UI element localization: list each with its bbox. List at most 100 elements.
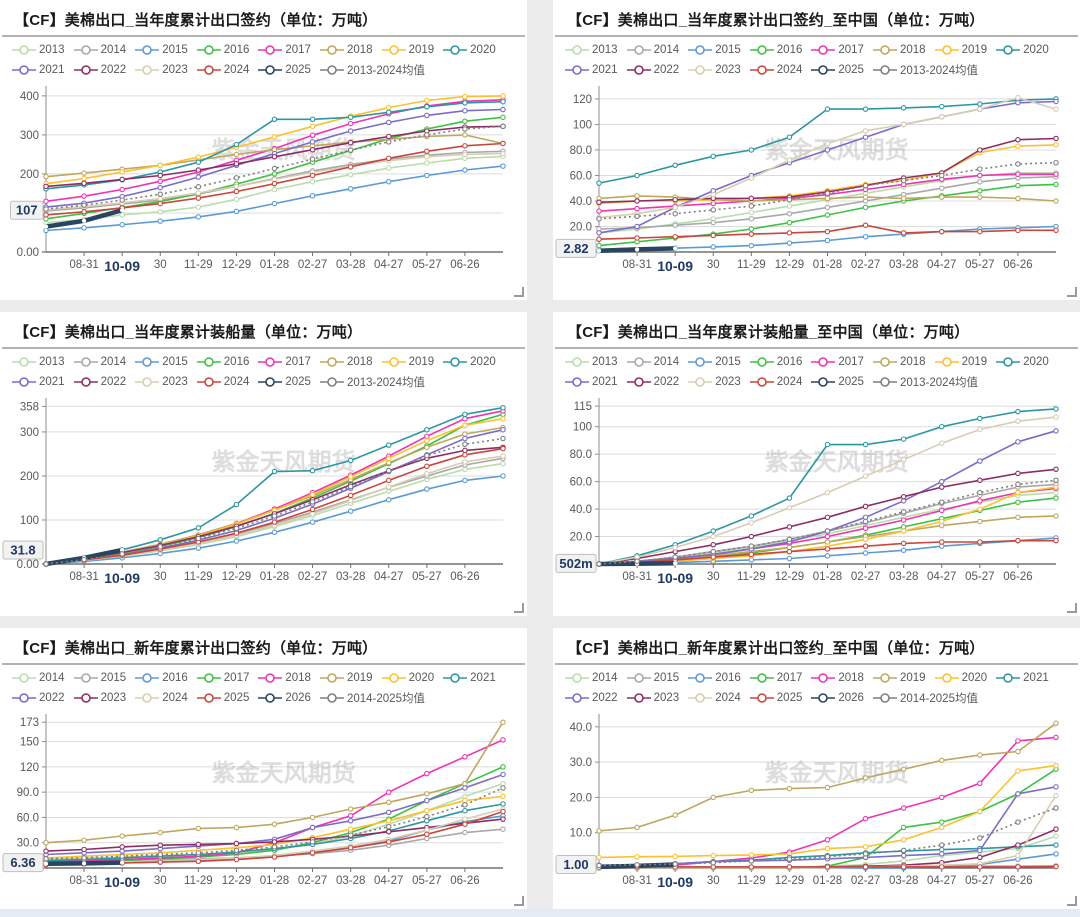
chart-plot[interactable]: 0.0030.060.090.012015017308-3110-093011-… <box>0 708 519 896</box>
legend-item-2015[interactable]: 2015 <box>135 353 188 370</box>
legend-item-2025[interactable]: 2025 <box>196 689 249 706</box>
legend-item-2019[interactable]: 2019 <box>934 41 987 58</box>
legend-item-2016[interactable]: 2016 <box>135 669 188 686</box>
legend-item-2019[interactable]: 2019 <box>872 669 926 686</box>
legend-item-2019[interactable]: 2019 <box>381 41 434 58</box>
legend-item-2023[interactable]: 2023 <box>135 61 188 78</box>
legend-item-2016[interactable]: 2016 <box>196 353 249 370</box>
chart-plot[interactable]: 0.00 200 300 400 08-31 10-09 30 11-29 12-29 01-28… <box>0 80 519 280</box>
chart-plot[interactable]: 10.0 20.0 30.0 40.0 08-31 10-09 30 11-29 12-29 01… <box>553 708 1072 896</box>
legend-item-2020[interactable]: 2020 <box>381 669 434 686</box>
legend-item-2015[interactable]: 2015 <box>135 41 188 58</box>
legend-item-2018[interactable]: 2018 <box>319 41 373 58</box>
legend-item-2025[interactable]: 2025 <box>749 689 802 706</box>
legend-item-2020[interactable]: 2020 <box>996 41 1049 58</box>
legend-item-2013-2024均值[interactable]: 2013-2024均值 <box>872 373 978 390</box>
legend-item-2024[interactable]: 2024 <box>135 689 188 706</box>
legend-item-2014-2025均值[interactable]: 2014-2025均值 <box>872 689 978 706</box>
legend-item-2017[interactable]: 2017 <box>811 353 864 370</box>
legend-item-2014[interactable]: 2014 <box>73 353 126 370</box>
legend-item-2013[interactable]: 2013 <box>12 41 65 58</box>
legend-item-2022[interactable]: 2022 <box>73 61 126 78</box>
legend-item-2017[interactable]: 2017 <box>749 669 802 686</box>
legend-item-2016[interactable]: 2016 <box>749 41 802 58</box>
legend-item-2022[interactable]: 2022 <box>626 61 679 78</box>
legend-item-2017[interactable]: 2017 <box>258 41 311 58</box>
legend-item-2018[interactable]: 2018 <box>319 353 373 370</box>
legend-item-2024[interactable]: 2024 <box>688 689 741 706</box>
legend-item-2025[interactable]: 2025 <box>811 373 864 390</box>
legend-item-2015[interactable]: 2015 <box>688 353 741 370</box>
legend-item-2018[interactable]: 2018 <box>872 41 926 58</box>
legend-item-2016[interactable]: 2016 <box>196 41 249 58</box>
legend-item-2024[interactable]: 2024 <box>196 61 249 78</box>
resize-corner-icon[interactable] <box>1067 603 1077 613</box>
legend-item-2019[interactable]: 2019 <box>319 669 373 686</box>
resize-corner-icon[interactable] <box>514 896 524 906</box>
legend-item-2017[interactable]: 2017 <box>258 353 311 370</box>
legend-item-2022[interactable]: 2022 <box>73 373 126 390</box>
legend-item-2015[interactable]: 2015 <box>688 41 741 58</box>
legend-marker-icon <box>688 356 713 367</box>
legend-item-2015[interactable]: 2015 <box>626 669 679 686</box>
legend-item-2017[interactable]: 2017 <box>196 669 249 686</box>
legend-item-2013[interactable]: 2013 <box>12 353 65 370</box>
legend-item-2014[interactable]: 2014 <box>565 669 618 686</box>
legend-item-2022[interactable]: 2022 <box>565 689 618 706</box>
legend-item-2018[interactable]: 2018 <box>811 669 864 686</box>
legend-item-2023[interactable]: 2023 <box>626 689 679 706</box>
chart-plot[interactable]: 0.00 100 200 300 358 08-31 10-09 30 11-29 12-29 01… <box>0 392 519 592</box>
legend-item-2025[interactable]: 2025 <box>258 61 311 78</box>
legend-item-2026[interactable]: 2026 <box>258 689 311 706</box>
legend-item-2024[interactable]: 2024 <box>749 373 802 390</box>
legend-item-2026[interactable]: 2026 <box>811 689 864 706</box>
legend-item-2025[interactable]: 2025 <box>258 373 311 390</box>
legend-item-2023[interactable]: 2023 <box>73 689 126 706</box>
legend-item-2013[interactable]: 2013 <box>565 41 618 58</box>
legend-item-2014[interactable]: 2014 <box>626 41 679 58</box>
legend-item-2014-2025均值[interactable]: 2014-2025均值 <box>319 689 425 706</box>
legend-item-2018[interactable]: 2018 <box>872 353 926 370</box>
legend-item-2024[interactable]: 2024 <box>196 373 249 390</box>
legend-item-2021[interactable]: 2021 <box>12 373 65 390</box>
legend-item-2020[interactable]: 2020 <box>934 669 987 686</box>
legend-item-2021[interactable]: 2021 <box>565 61 618 78</box>
legend-item-2014[interactable]: 2014 <box>73 41 126 58</box>
legend-item-2013[interactable]: 2013 <box>565 353 618 370</box>
legend-item-2023[interactable]: 2023 <box>688 373 741 390</box>
legend-item-2021[interactable]: 2021 <box>443 669 496 686</box>
legend-item-2013-2024均值[interactable]: 2013-2024均值 <box>319 61 425 78</box>
chart-plot[interactable]: 20.0 40.0 60.0 80.0 100 120 08-31 10-09 30 11-29 1… <box>553 80 1072 280</box>
resize-corner-icon[interactable] <box>514 603 524 613</box>
legend-item-2020[interactable]: 2020 <box>443 41 496 58</box>
legend-item-2014[interactable]: 2014 <box>12 669 65 686</box>
legend-item-2021[interactable]: 2021 <box>996 669 1049 686</box>
legend-item-2018[interactable]: 2018 <box>258 669 311 686</box>
resize-corner-icon[interactable] <box>1067 287 1077 297</box>
legend-label: 2025 <box>838 375 864 388</box>
x-tick-label: 03-28 <box>889 259 918 271</box>
legend-item-2021[interactable]: 2021 <box>565 373 618 390</box>
legend-item-2019[interactable]: 2019 <box>381 353 434 370</box>
resize-corner-icon[interactable] <box>1067 896 1077 906</box>
legend-item-2013-2024均值[interactable]: 2013-2024均值 <box>319 373 425 390</box>
resize-corner-icon[interactable] <box>514 287 524 297</box>
legend-item-2021[interactable]: 2021 <box>12 61 65 78</box>
legend-item-2022[interactable]: 2022 <box>626 373 679 390</box>
legend-item-2020[interactable]: 2020 <box>996 353 1049 370</box>
legend-label: 2014-2025均值 <box>899 692 978 705</box>
legend-item-2017[interactable]: 2017 <box>811 41 864 58</box>
legend-item-2015[interactable]: 2015 <box>73 669 126 686</box>
legend-item-2020[interactable]: 2020 <box>443 353 496 370</box>
chart-plot[interactable]: 20.0 40.0 60.0 80.0 100 115 08-31 10-09 30 11-29 1… <box>553 392 1072 592</box>
legend-item-2014[interactable]: 2014 <box>626 353 679 370</box>
legend-item-2016[interactable]: 2016 <box>749 353 802 370</box>
legend-item-2013-2024均值[interactable]: 2013-2024均值 <box>872 61 978 78</box>
legend-item-2019[interactable]: 2019 <box>934 353 987 370</box>
legend-item-2023[interactable]: 2023 <box>688 61 741 78</box>
legend-item-2016[interactable]: 2016 <box>688 669 741 686</box>
legend-item-2022[interactable]: 2022 <box>12 689 65 706</box>
legend-item-2023[interactable]: 2023 <box>135 373 188 390</box>
legend-item-2024[interactable]: 2024 <box>749 61 802 78</box>
legend-item-2025[interactable]: 2025 <box>811 61 864 78</box>
